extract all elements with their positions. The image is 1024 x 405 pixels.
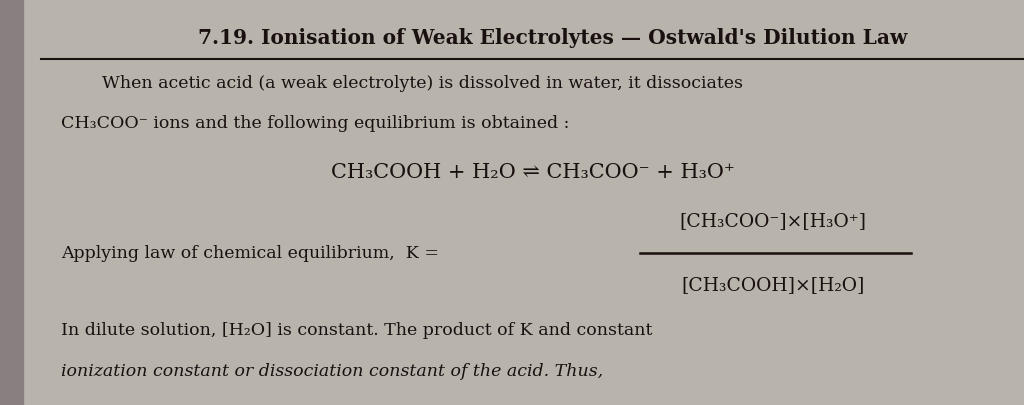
Text: [CH₃COOH]×[H₂O]: [CH₃COOH]×[H₂O]	[681, 277, 865, 294]
Text: CH₃COOH + H₂O ⇌ CH₃COO⁻ + H₃O⁺: CH₃COOH + H₂O ⇌ CH₃COO⁻ + H₃O⁺	[331, 163, 734, 181]
Text: ionization constant or dissociation constant of the acid. Thus,: ionization constant or dissociation cons…	[61, 363, 603, 380]
Text: When acetic acid (a weak electrolyte) is dissolved in water, it dissociates: When acetic acid (a weak electrolyte) is…	[102, 75, 743, 92]
Text: Applying law of chemical equilibrium,  K =: Applying law of chemical equilibrium, K …	[61, 245, 439, 262]
Bar	[0, 0, 23, 405]
Text: 7.19. Ionisation of Weak Electrolytes — Ostwald's Dilution Law: 7.19. Ionisation of Weak Electrolytes — …	[199, 28, 907, 48]
Text: In dilute solution, [H₂O] is constant. The product of K and constant: In dilute solution, [H₂O] is constant. T…	[61, 322, 653, 339]
Text: [CH₃COO⁻]×[H₃O⁺]: [CH₃COO⁻]×[H₃O⁺]	[680, 212, 866, 230]
Text: CH₃COO⁻ ions and the following equilibrium is obtained :: CH₃COO⁻ ions and the following equilibri…	[61, 115, 569, 132]
